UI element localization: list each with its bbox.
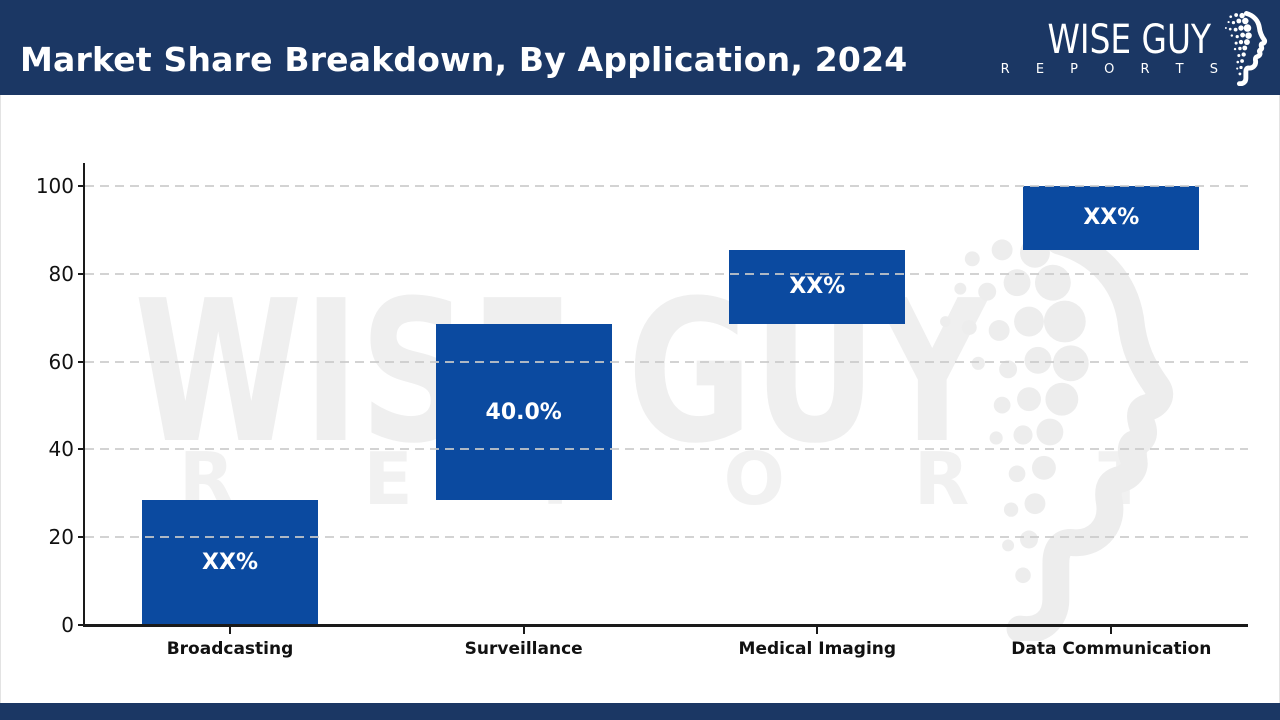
wiseguy-logo: WISE GUY R E P O R T S	[1001, 6, 1268, 90]
footer-bar	[0, 703, 1280, 720]
wiseguy-head-icon	[1224, 11, 1268, 86]
header-bar: Market Share Breakdown, By Application, …	[0, 0, 1280, 95]
watermark-tagline: R E P O R T S	[179, 437, 1280, 521]
chart-title: Market Share Breakdown, By Application, …	[20, 40, 908, 79]
watermark-head-icon	[940, 227, 1174, 641]
logo-tagline: R E P O R T S	[1000, 61, 1229, 77]
logo-wordmark: WISE GUY	[1047, 16, 1211, 63]
chart-canvas: WISE GUY R E P O R T S	[0, 95, 1280, 704]
logo-text: WISE GUY R E P O R T S	[1001, 20, 1218, 77]
